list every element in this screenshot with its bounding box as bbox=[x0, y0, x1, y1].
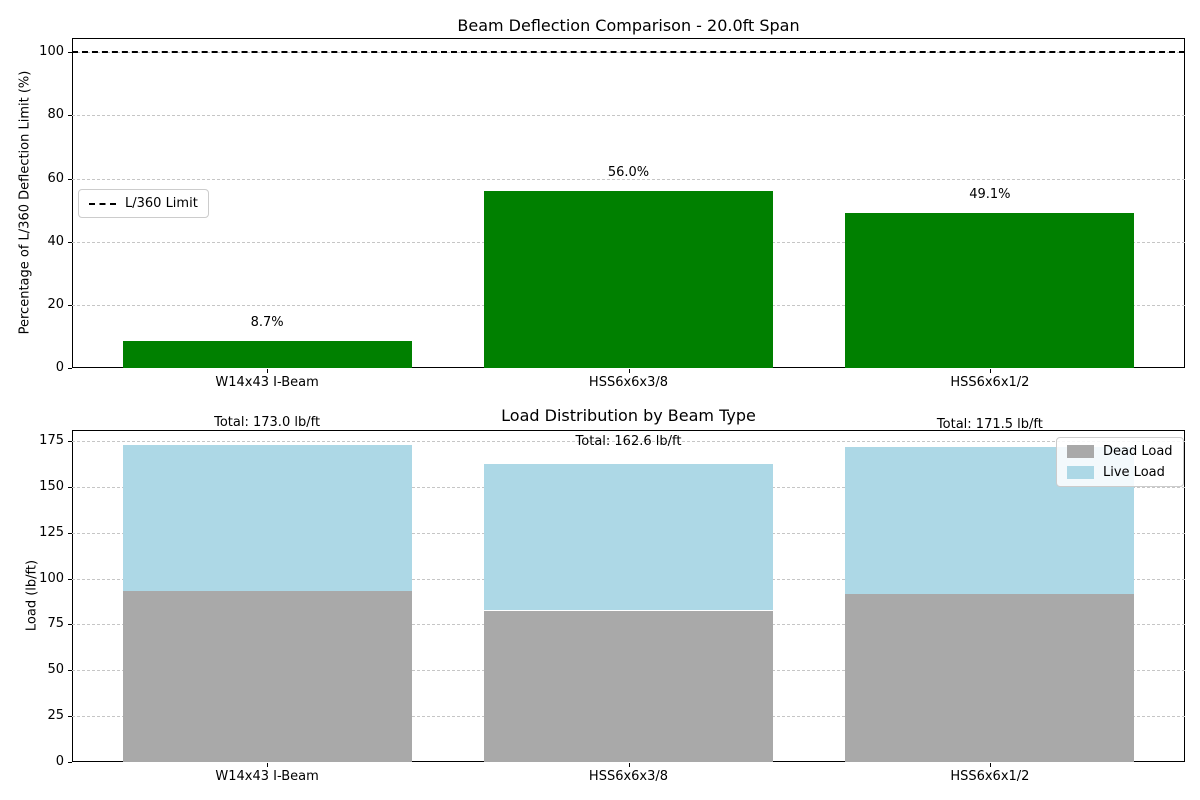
load-ytick-mark bbox=[68, 624, 72, 626]
load-bar-value-label: Total: 173.0 lb/ft bbox=[214, 414, 321, 430]
load-ytick-label: 125 bbox=[39, 524, 64, 540]
load-bar-segment-dead-load bbox=[845, 594, 1135, 762]
dashed-line-sample-icon bbox=[89, 202, 116, 205]
load-xtick-mark bbox=[628, 763, 630, 767]
deflection-xtick-label: HSS6x6x1/2 bbox=[950, 375, 1030, 390]
legend-label: Live Load bbox=[1103, 465, 1165, 480]
legend-label: L/360 Limit bbox=[125, 196, 198, 211]
load-ytick-mark bbox=[68, 762, 72, 763]
deflection-ytick-mark bbox=[68, 241, 72, 243]
deflection-gridline bbox=[72, 115, 1185, 117]
load-xtick-label: HSS6x6x1/2 bbox=[950, 769, 1030, 784]
deflection-bar bbox=[484, 191, 774, 368]
deflection-ytick-mark bbox=[68, 52, 72, 54]
load-bar-value-label: Total: 162.6 lb/ft bbox=[575, 433, 682, 449]
deflection-bar bbox=[845, 212, 1135, 368]
deflection-gridline bbox=[72, 178, 1185, 180]
deflection-reference-line bbox=[72, 51, 1185, 54]
deflection-chart-title: Beam Deflection Comparison - 20.0ft Span bbox=[457, 16, 800, 35]
deflection-bar-value-label: 56.0% bbox=[607, 165, 650, 181]
deflection-bar bbox=[122, 340, 412, 368]
deflection-ytick-label: 40 bbox=[47, 233, 64, 249]
load-xtick-label: W14x43 I-Beam bbox=[215, 769, 319, 784]
load-bar-segment-dead-load bbox=[484, 610, 774, 762]
load-bar-segment-live-load bbox=[122, 444, 412, 592]
legend-item-live-load: Live Load bbox=[1067, 465, 1173, 480]
legend-item-dead-load: Dead Load bbox=[1067, 444, 1173, 459]
load-ytick-label: 175 bbox=[39, 433, 64, 448]
load-ytick-mark bbox=[68, 532, 72, 534]
legend-item-l360-limit: L/360 Limit bbox=[89, 196, 198, 211]
load-ytick-label: 25 bbox=[47, 708, 64, 724]
load-bar-value-label: Total: 171.5 lb/ft bbox=[936, 417, 1043, 433]
load-legend: Dead Load Live Load bbox=[1056, 437, 1184, 487]
deflection-ytick-mark bbox=[68, 115, 72, 117]
load-ytick-mark bbox=[68, 578, 72, 580]
load-ytick-label: 150 bbox=[39, 478, 64, 494]
deflection-ytick-label: 80 bbox=[47, 107, 64, 123]
load-xtick-label: HSS6x6x3/8 bbox=[588, 769, 669, 784]
load-ytick-mark bbox=[68, 441, 72, 442]
load-ytick-label: 75 bbox=[47, 616, 64, 632]
deflection-legend: L/360 Limit bbox=[78, 189, 209, 218]
deflection-xtick-mark bbox=[267, 369, 269, 373]
deflection-ytick-mark bbox=[68, 368, 72, 369]
deflection-ytick-label: 60 bbox=[47, 170, 64, 186]
load-gridline bbox=[72, 441, 1185, 442]
load-ytick-label: 100 bbox=[39, 570, 64, 586]
deflection-bar-value-label: 8.7% bbox=[250, 314, 284, 330]
deflection-xtick-mark bbox=[628, 369, 630, 373]
deflection-xtick-mark bbox=[989, 369, 991, 373]
load-ytick-mark bbox=[68, 486, 72, 488]
load-ytick-label: 0 bbox=[55, 754, 64, 769]
deflection-bar-value-label: 49.1% bbox=[969, 186, 1011, 202]
load-xtick-mark bbox=[267, 763, 269, 767]
load-ytick-mark bbox=[68, 716, 72, 718]
deflection-ytick-mark bbox=[68, 178, 72, 180]
deflection-xtick-label: W14x43 I-Beam bbox=[215, 375, 319, 390]
load-ytick-label: 50 bbox=[47, 662, 64, 678]
load-bar-segment-live-load bbox=[484, 463, 774, 611]
load-xtick-mark bbox=[989, 763, 991, 767]
dead-load-swatch-icon bbox=[1067, 445, 1094, 458]
load-chart-title: Load Distribution by Beam Type bbox=[501, 406, 756, 425]
deflection-ytick-mark bbox=[68, 304, 72, 306]
deflection-ytick-label: 20 bbox=[47, 296, 64, 312]
deflection-ytick-label: 100 bbox=[39, 44, 64, 60]
deflection-xtick-label: HSS6x6x3/8 bbox=[588, 375, 669, 390]
load-ytick-mark bbox=[68, 670, 72, 672]
deflection-ytick-label: 0 bbox=[55, 360, 64, 375]
live-load-swatch-icon bbox=[1067, 466, 1094, 479]
legend-label: Dead Load bbox=[1103, 444, 1173, 459]
load-bar-segment-dead-load bbox=[122, 591, 412, 762]
